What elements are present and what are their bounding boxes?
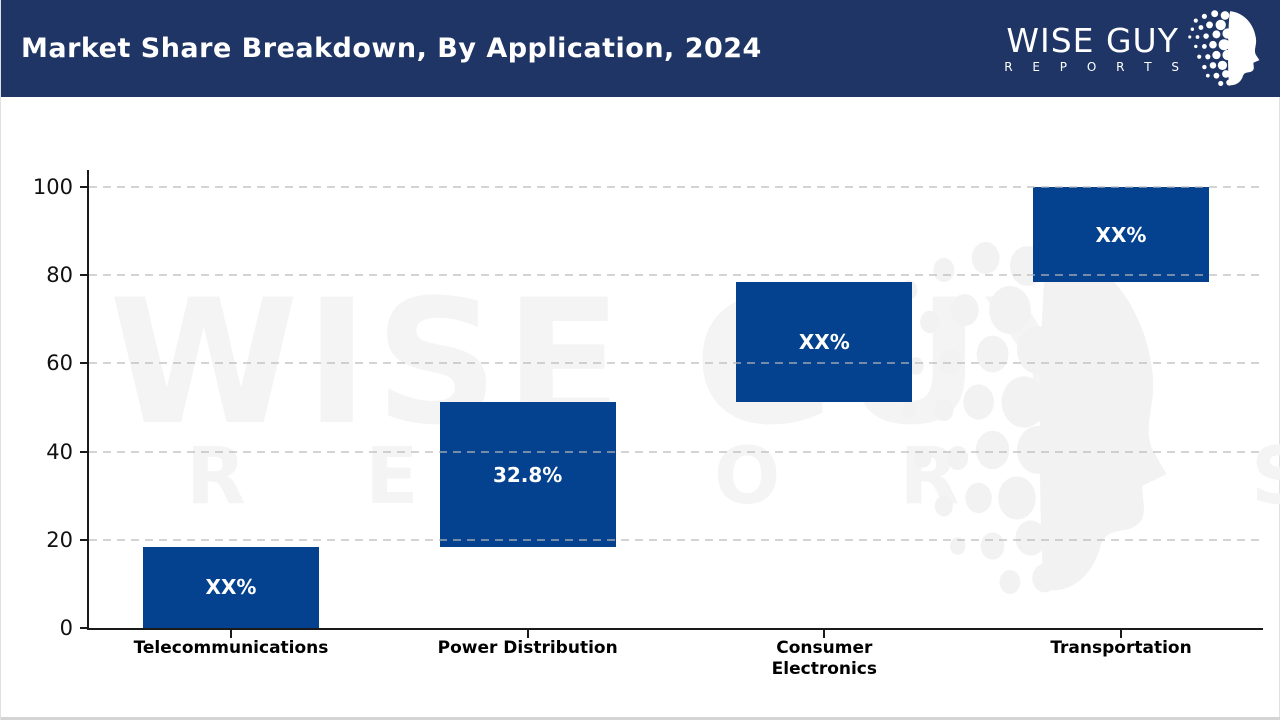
y-tick-label: 80 bbox=[46, 263, 73, 288]
bar-value-label: 32.8% bbox=[492, 462, 563, 487]
y-tick-mark bbox=[80, 362, 88, 365]
wise-guy-logo: WISE GUY R E P O R T S bbox=[998, 6, 1265, 92]
bar-consumer-electronics: XX% bbox=[736, 282, 913, 403]
gridline-60 bbox=[89, 362, 1263, 365]
x-tick-mark bbox=[1120, 630, 1122, 638]
y-tick-mark bbox=[80, 627, 88, 629]
bar-transportation: XX% bbox=[1033, 187, 1209, 283]
gridline-80 bbox=[89, 274, 1263, 277]
bar-value-label: XX% bbox=[798, 330, 850, 355]
y-tick-mark bbox=[80, 274, 88, 277]
y-axis-line bbox=[87, 170, 89, 630]
bar-telecommunications: XX% bbox=[143, 546, 319, 628]
x-tick-mark bbox=[230, 630, 232, 638]
y-tick-mark bbox=[80, 186, 88, 188]
header-bar: Market Share Breakdown, By Application, … bbox=[1, 0, 1280, 97]
gridline-100 bbox=[89, 186, 1263, 188]
logo-face-icon bbox=[1188, 9, 1260, 86]
x-tick-mark bbox=[823, 630, 826, 638]
x-axis-line bbox=[87, 628, 1263, 630]
y-tick-label: 40 bbox=[46, 439, 73, 464]
x-category-label: Power Distribution bbox=[437, 638, 618, 658]
y-tick-label: 20 bbox=[46, 527, 73, 552]
x-category-label: Consumer Electronics bbox=[771, 638, 878, 679]
bar-power-distribution: 32.8% bbox=[439, 402, 616, 547]
bar-value-label: XX% bbox=[1095, 222, 1147, 247]
x-category-label: Telecommunications bbox=[133, 638, 329, 658]
x-tick-mark bbox=[526, 630, 529, 638]
page-title: Market Share Breakdown, By Application, … bbox=[21, 33, 762, 64]
y-tick-label: 60 bbox=[46, 351, 73, 376]
logo-subtitle: R E P O R T S bbox=[1004, 60, 1187, 74]
y-tick-label: 0 bbox=[59, 616, 73, 640]
y-tick-label: 100 bbox=[32, 175, 73, 199]
gridline-20 bbox=[89, 538, 1263, 541]
bar-value-label: XX% bbox=[205, 575, 257, 600]
y-tick-mark bbox=[80, 538, 88, 541]
x-category-label: Transportation bbox=[1050, 638, 1192, 658]
y-tick-mark bbox=[80, 450, 88, 453]
logo-text: WISE GUY R E P O R T S bbox=[998, 24, 1187, 73]
gridline-40 bbox=[89, 450, 1263, 453]
footer-edge bbox=[1, 717, 1280, 720]
logo-wordmark: WISE GUY bbox=[1006, 21, 1179, 60]
